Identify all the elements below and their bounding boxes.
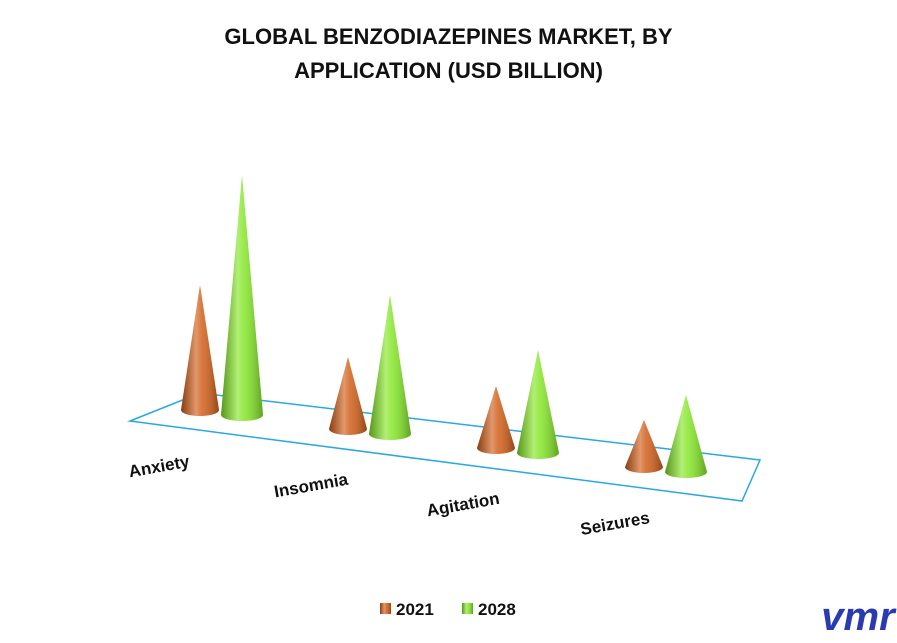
category-label: Agitation [425, 489, 501, 521]
title-box: GLOBAL BENZODIAZEPINES MARKET, BY APPLIC… [0, 20, 897, 88]
legend-swatch-shade [462, 603, 473, 614]
legend-label: 2021 [396, 600, 434, 619]
cone-shade [477, 386, 515, 454]
category-label: Seizures [579, 508, 651, 539]
category-label: Insomnia [273, 470, 350, 502]
cone-shade [665, 395, 707, 478]
cone-shade [221, 175, 263, 421]
chart-title: GLOBAL BENZODIAZEPINES MARKET, BY APPLIC… [224, 24, 673, 83]
floor [127, 392, 762, 502]
cone-shade [329, 357, 367, 435]
legend-label: 2028 [478, 600, 516, 619]
cone-shade [181, 285, 219, 416]
logo: vmr [821, 595, 897, 639]
cone-shade [517, 350, 559, 459]
category-label: Anxiety [127, 452, 191, 481]
cone-shade [625, 420, 663, 473]
cone-shade [369, 295, 411, 440]
legend-swatch-shade [380, 603, 391, 614]
